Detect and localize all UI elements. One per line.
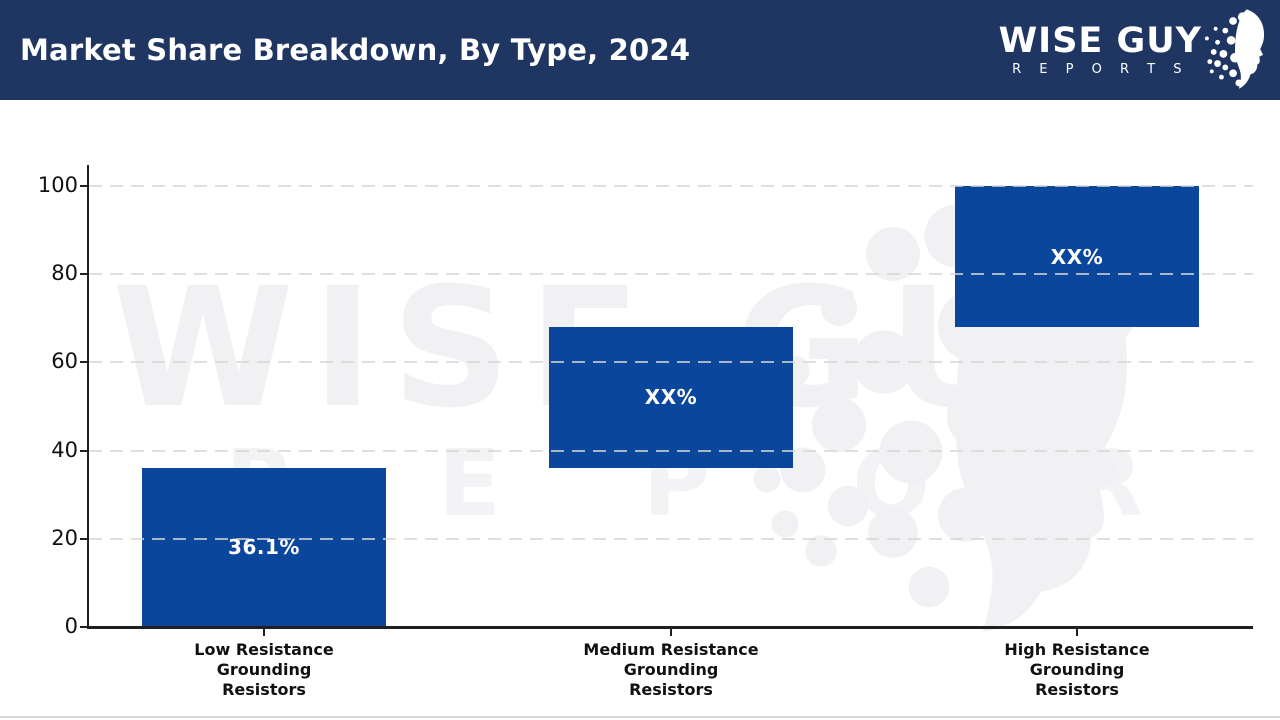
x-category-label-2: Medium Resistance Grounding Resistors — [501, 640, 841, 700]
x-axis-line — [87, 626, 1253, 629]
y-tick-label-20: 20 — [51, 525, 78, 550]
gridline-100 — [89, 185, 1253, 187]
header-bar: Market Share Breakdown, By Type, 2024 WI… — [0, 0, 1280, 100]
bar-value-label: XX% — [1050, 244, 1104, 269]
y-tick-mark — [80, 449, 88, 452]
x-tick-mark — [1076, 629, 1078, 636]
wise-guy-logo: WISE GUY R E P O R T S — [999, 8, 1266, 92]
x-category-label-line: Low Resistance — [194, 640, 334, 659]
x-category-label-1: Low Resistance Grounding Resistors — [94, 640, 434, 700]
x-category-label-line: Grounding — [216, 660, 312, 679]
bar-segment-3: XX% — [955, 186, 1199, 328]
bar-segment-1: 36.1% — [142, 467, 386, 627]
y-tick-mark — [80, 273, 88, 276]
bar-value-label: XX% — [644, 385, 698, 410]
x-category-label-line: Grounding — [623, 660, 719, 679]
y-tick-label-0: 0 — [64, 614, 78, 638]
y-axis-line — [87, 165, 89, 629]
x-category-label-line: High Resistance — [1004, 640, 1150, 659]
gridline-20 — [89, 537, 1253, 540]
bar-segment-2: XX% — [549, 327, 793, 468]
y-tick-mark — [80, 626, 88, 628]
y-tick-mark — [80, 361, 88, 364]
footer-divider-line — [0, 716, 1280, 718]
x-tick-mark — [670, 629, 672, 636]
gridline-40 — [89, 449, 1253, 452]
logo-wiseguy-text: WISE GUY — [998, 21, 1202, 61]
y-tick-mark — [80, 185, 88, 187]
plot-area: 36.1% XX% XX% — [89, 185, 1253, 627]
logo-reports-text: R E P O R T S — [1012, 62, 1189, 77]
logo-head-icon — [1204, 9, 1265, 89]
y-tick-mark — [80, 537, 88, 540]
gridline-80 — [89, 273, 1253, 276]
y-tick-label-80: 80 — [51, 261, 78, 286]
x-category-label-line: Resistors — [1035, 680, 1119, 699]
x-tick-mark — [263, 629, 265, 636]
x-category-label-3: High Resistance Grounding Resistors — [907, 640, 1247, 700]
x-category-label-line: Resistors — [629, 680, 713, 699]
chart-title: Market Share Breakdown, By Type, 2024 — [20, 33, 691, 67]
x-category-label-line: Grounding — [1029, 660, 1125, 679]
gridline-60 — [89, 361, 1253, 364]
y-tick-label-100: 100 — [37, 173, 78, 197]
logo-text: WISE GUY R E P O R T S — [998, 21, 1202, 77]
x-category-label-line: Resistors — [222, 680, 306, 699]
y-tick-label-60: 60 — [51, 349, 78, 374]
y-tick-label-40: 40 — [51, 437, 78, 462]
x-category-label-line: Medium Resistance — [583, 640, 759, 659]
